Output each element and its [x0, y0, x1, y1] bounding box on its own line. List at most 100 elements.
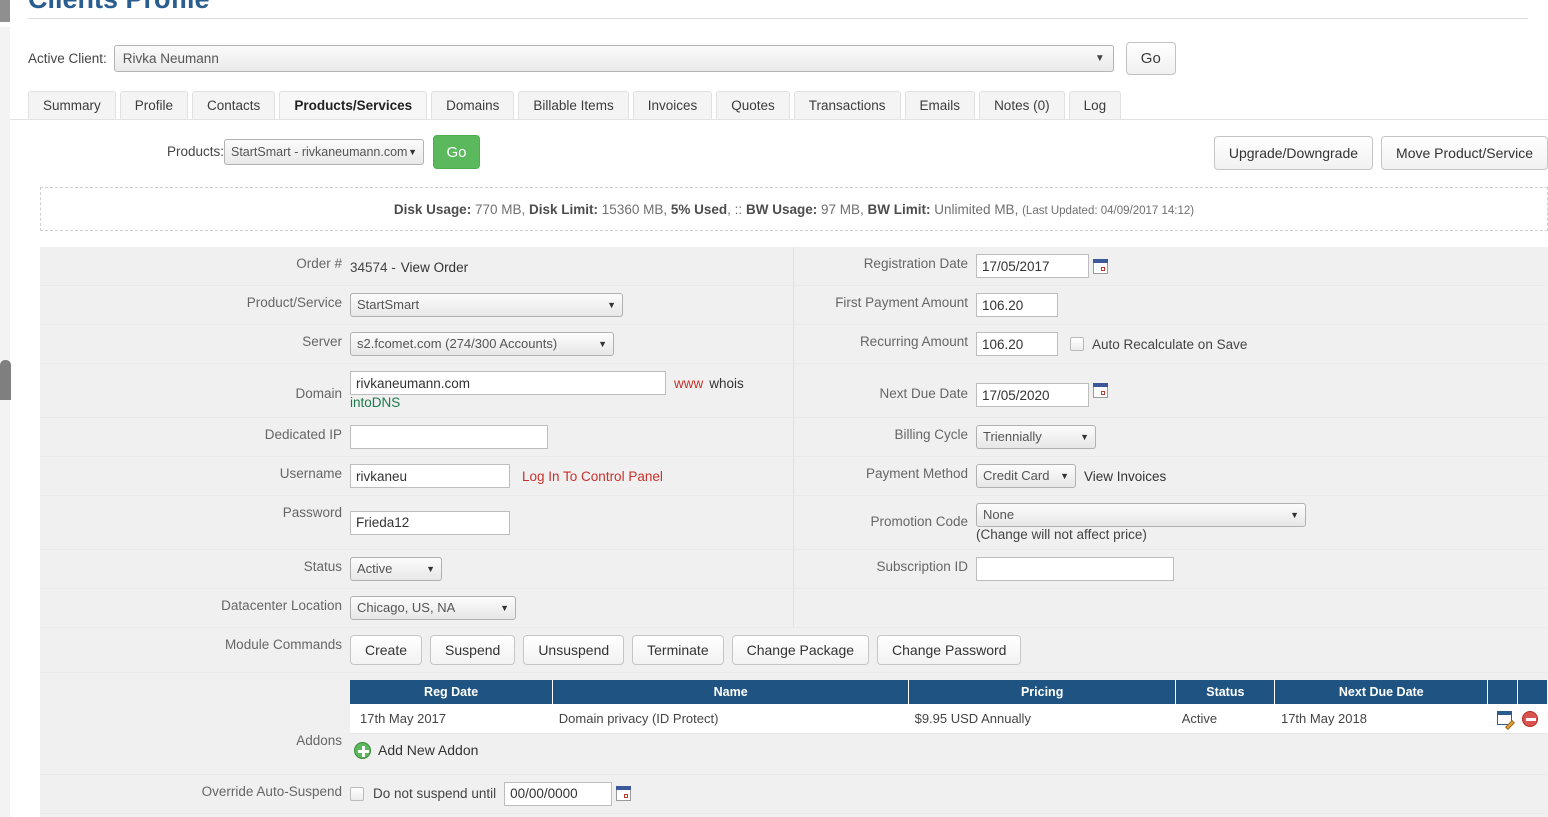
active-client-label: Active Client: — [28, 51, 107, 66]
module-commands-label: Module Commands — [224, 637, 342, 652]
module-terminate-button[interactable]: Terminate — [632, 635, 724, 665]
view-order-link[interactable]: View Order — [400, 260, 469, 275]
product-service-select[interactable]: StartSmart ▼ — [350, 293, 623, 317]
tab-contacts[interactable]: Contacts — [192, 91, 276, 120]
product-service-label: Product/Service — [246, 295, 342, 310]
password-field[interactable] — [350, 510, 510, 535]
promotion-code-select[interactable]: None ▼ — [976, 503, 1306, 527]
next-due-date-field[interactable] — [976, 383, 1089, 407]
override-suspend-checkbox[interactable] — [350, 786, 364, 801]
tab-label: Quotes — [731, 98, 775, 113]
module-unsuspend-button[interactable]: Unsuspend — [523, 635, 625, 665]
table-row: 17th May 2017 Domain privacy (ID Protect)… — [350, 704, 1548, 734]
tab-label: Transactions — [808, 98, 886, 113]
recurring-amount-label: Recurring Amount — [859, 334, 968, 349]
add-new-addon-button[interactable]: Add New Addon — [350, 734, 1548, 767]
calendar-icon[interactable] — [1093, 383, 1108, 398]
form-row-server: Server s2.fcomet.com (274/300 Accounts) … — [40, 325, 1548, 364]
subscription-id-label: Subscription ID — [876, 559, 968, 574]
tab-emails[interactable]: Emails — [904, 91, 976, 120]
auto-recalculate-label: Auto Recalculate on Save — [1092, 336, 1248, 352]
left-scrollbar-thumb-top[interactable] — [0, 0, 10, 22]
addon-next-due-date: 17th May 2018 — [1274, 704, 1488, 734]
form-row-password: Password Promotion Code None ▼ (Change w… — [40, 496, 1548, 550]
tab-quotes[interactable]: Quotes — [716, 91, 790, 120]
login-control-panel-link[interactable]: Log In To Control Panel — [522, 468, 663, 484]
addon-pricing: $9.95 USD Annually — [908, 704, 1176, 734]
promotion-code-value: None — [983, 507, 1015, 522]
calendar-icon[interactable] — [1093, 258, 1108, 274]
active-client-select[interactable]: Rivka Neumann ▼ — [113, 45, 1114, 72]
disk-usage-label: Disk Usage: — [393, 201, 472, 217]
tab-products-services[interactable]: Products/Services — [279, 91, 428, 120]
addons-table-body: 17th May 2017 Domain privacy (ID Protect)… — [350, 704, 1548, 734]
registration-date-label: Registration Date — [863, 256, 968, 271]
tab-domains[interactable]: Domains — [431, 91, 515, 120]
left-scrollbar-track[interactable] — [0, 27, 10, 817]
form-row-datacenter: Datacenter Location Chicago, US, NA ▼ — [40, 589, 1548, 628]
plus-circle-icon — [354, 741, 371, 759]
do-not-suspend-date-field[interactable] — [504, 781, 613, 806]
datacenter-select[interactable]: Chicago, US, NA ▼ — [350, 596, 516, 620]
move-product-service-button[interactable]: Move Product/Service — [1381, 136, 1548, 170]
auto-terminate-label: Auto-Terminate End of Cycle — [40, 814, 350, 817]
products-go-button[interactable]: Go — [433, 135, 480, 169]
tab-transactions[interactable]: Transactions — [793, 91, 901, 120]
recurring-amount-field[interactable] — [976, 332, 1058, 356]
module-change-password-button[interactable]: Change Password — [877, 635, 1022, 665]
addons-col-reg-date: Reg Date — [350, 680, 554, 704]
tab-invoices[interactable]: Invoices — [632, 91, 713, 120]
addon-row-actions — [1487, 704, 1548, 734]
module-suspend-button[interactable]: Suspend — [430, 635, 516, 665]
toolbar-actions: Upgrade/Downgrade Move Product/Service — [1206, 136, 1548, 170]
delete-icon[interactable] — [1522, 710, 1539, 727]
auto-recalculate-checkbox[interactable] — [1070, 337, 1084, 351]
billing-cycle-value: Triennially — [983, 429, 1042, 444]
active-client-go-button[interactable]: Go — [1125, 42, 1176, 75]
payment-method-label: Payment Method — [865, 466, 968, 481]
addons-col-actions-5 — [1487, 680, 1518, 704]
tab-notes-0[interactable]: Notes (0) — [979, 91, 1065, 120]
billing-cycle-select[interactable]: Triennially ▼ — [976, 425, 1096, 449]
upgrade-downgrade-button[interactable]: Upgrade/Downgrade — [1213, 136, 1374, 170]
server-select[interactable]: s2.fcomet.com (274/300 Accounts) ▼ — [350, 332, 614, 356]
registration-date-field[interactable] — [976, 254, 1089, 278]
addons-label: Addons — [296, 733, 342, 748]
tab-profile[interactable]: Profile — [119, 91, 189, 120]
domain-whois-link[interactable]: whois — [709, 375, 744, 391]
disk-usage-value: 770 MB, — [474, 201, 526, 217]
calendar-icon[interactable] — [616, 786, 632, 802]
do-not-suspend-label: Do not suspend until — [373, 786, 497, 802]
dedicated-ip-label: Dedicated IP — [264, 427, 342, 442]
chevron-down-icon: ▼ — [408, 147, 417, 157]
tab-log[interactable]: Log — [1068, 91, 1122, 120]
addons-table: Reg Date Name Pricing Status Next Due Date 1… — [350, 680, 1548, 734]
edit-icon[interactable] — [1497, 711, 1515, 731]
first-payment-field[interactable] — [976, 293, 1058, 317]
order-label: Order # — [296, 256, 342, 271]
chevron-down-icon: ▼ — [1094, 53, 1105, 64]
payment-method-select[interactable]: Credit Card ▼ — [976, 464, 1076, 488]
module-create-button[interactable]: Create — [350, 635, 423, 665]
next-due-date-label: Next Due Date — [879, 386, 968, 401]
domain-field[interactable] — [350, 371, 666, 395]
password-label: Password — [282, 505, 342, 520]
username-field[interactable] — [350, 464, 510, 488]
products-select[interactable]: StartSmart - rivkaneumann.com ▼ — [224, 139, 424, 165]
chevron-down-icon: ▼ — [1060, 471, 1069, 481]
domain-www-link[interactable]: www — [674, 375, 704, 391]
tab-billable-items[interactable]: Billable Items — [518, 91, 629, 120]
override-suspend-label: Override Auto-Suspend — [201, 783, 342, 799]
dedicated-ip-field[interactable] — [350, 425, 548, 449]
module-change-package-button[interactable]: Change Package — [731, 635, 870, 665]
subscription-id-field[interactable] — [976, 557, 1174, 581]
disk-limit-label: Disk Limit: — [529, 201, 599, 217]
status-select[interactable]: Active ▼ — [350, 557, 442, 581]
addon-status: Active — [1175, 704, 1275, 734]
left-scrollbar-thumb[interactable] — [0, 360, 11, 400]
view-invoices-link[interactable]: View Invoices — [1084, 468, 1167, 484]
disk-limit-value: 15360 MB, — [601, 201, 668, 217]
domain-intodns-link[interactable]: intoDNS — [350, 395, 401, 410]
tab-summary[interactable]: Summary — [28, 91, 116, 120]
